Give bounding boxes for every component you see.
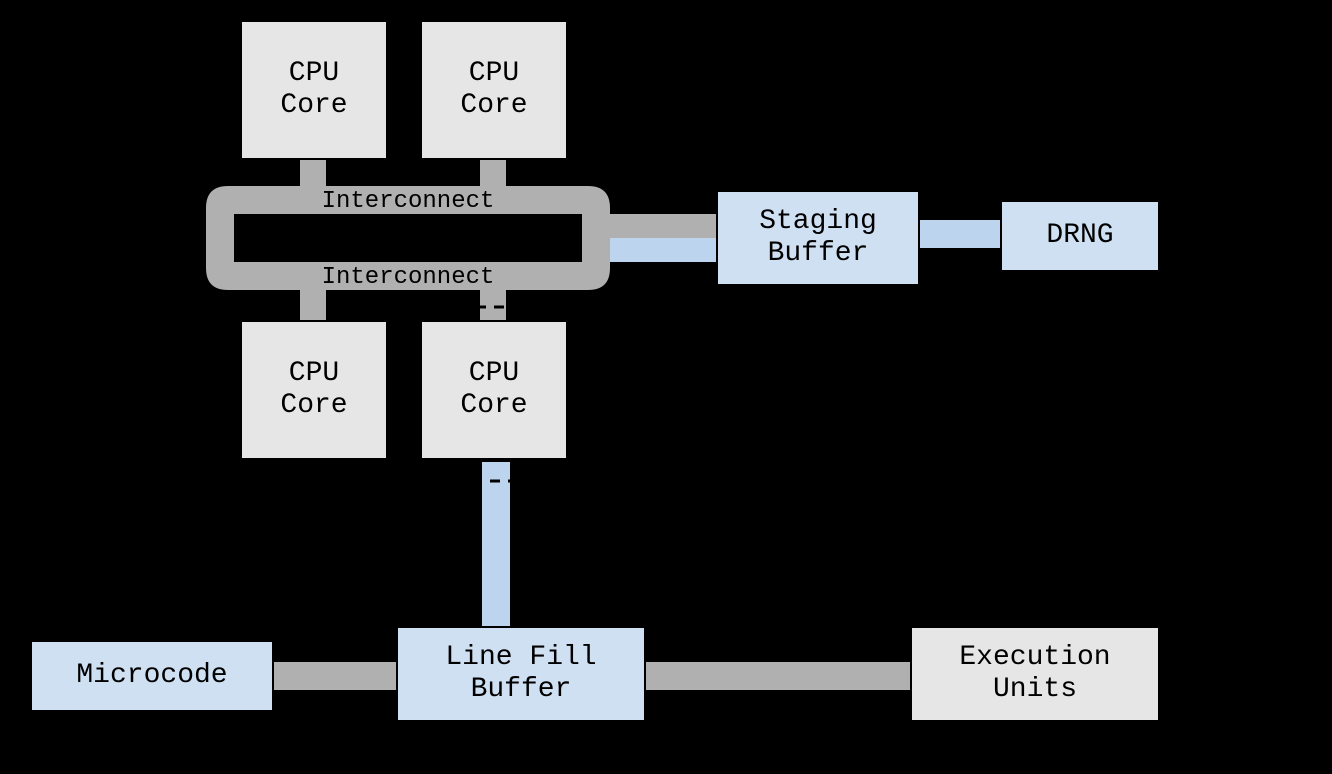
cpu-core-label: CPU: [469, 58, 519, 90]
execution-units-label: Execution: [959, 642, 1110, 674]
drng: DRNG: [1000, 200, 1160, 272]
staging-buffer: StagingBuffer: [716, 190, 920, 286]
cpu-core-label: Core: [280, 390, 347, 422]
staging-buffer-label: Staging: [759, 206, 877, 238]
execution-units-label: Units: [993, 674, 1077, 706]
microcode-label: Microcode: [76, 660, 227, 692]
cpu-core-top-left: CPUCore: [240, 20, 388, 160]
line-fill-buffer: Line FillBuffer: [396, 626, 646, 722]
cpu-core-label: CPU: [289, 358, 339, 390]
execution-units: ExecutionUnits: [910, 626, 1160, 722]
cpu-core-top-right: CPUCore: [420, 20, 568, 160]
line-fill-buffer-label: Buffer: [471, 674, 572, 706]
interconnect-label-top: Interconnect: [278, 188, 538, 215]
cpu-core-bottom-left: CPUCore: [240, 320, 388, 460]
staging-buffer-label: Buffer: [768, 238, 869, 270]
cpu-core-bottom-right: CPUCore: [420, 320, 568, 460]
cpu-core-label: CPU: [289, 58, 339, 90]
cpu-core-label: CPU: [469, 358, 519, 390]
cpu-core-label: Core: [460, 90, 527, 122]
interconnect-label-bottom: Interconnect: [278, 264, 538, 291]
microcode: Microcode: [30, 640, 274, 712]
drng-label: DRNG: [1046, 220, 1113, 252]
cpu-core-label: Core: [460, 390, 527, 422]
cpu-core-label: Core: [280, 90, 347, 122]
line-fill-buffer-label: Line Fill: [445, 642, 596, 674]
